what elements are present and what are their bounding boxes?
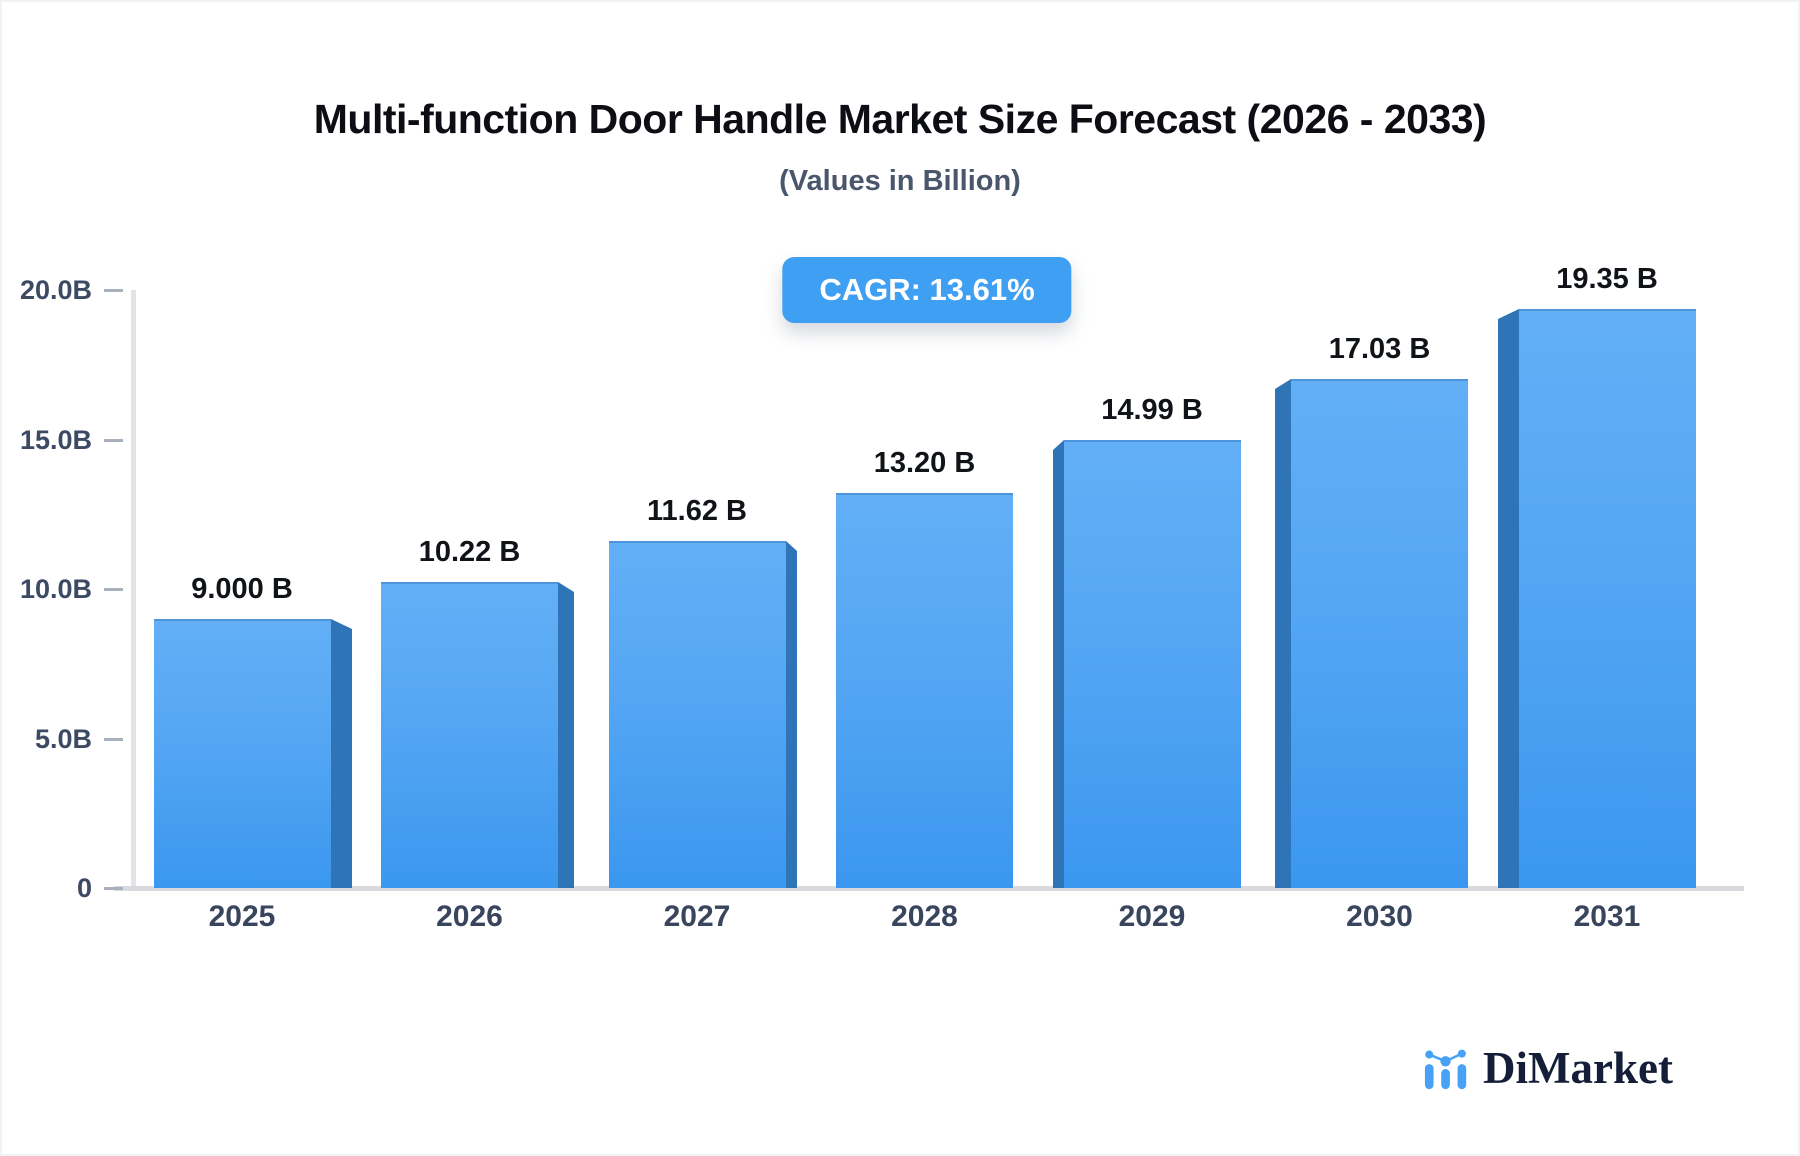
- x-tick-label-2025: 2025: [208, 900, 276, 933]
- bar-value-label: 14.99 B: [1101, 394, 1203, 426]
- bar-value-label: 9.000 B: [191, 573, 293, 605]
- bar-value-label: 11.62 B: [647, 495, 747, 527]
- bar-value-label: 19.35 B: [1556, 263, 1658, 295]
- cagr-badge: CAGR: 13.61%: [782, 257, 1072, 323]
- bar-2028: [836, 493, 1013, 888]
- y-tick: [104, 588, 123, 591]
- bar-side-2027: [786, 541, 797, 888]
- bar-2031: [1519, 309, 1696, 888]
- y-tick-label: 5.0B: [34, 724, 92, 754]
- brand-logo: DiMarket: [1423, 1044, 1673, 1092]
- bar-2027: [609, 541, 786, 888]
- y-tick: [104, 887, 123, 890]
- y-tick: [104, 289, 123, 292]
- x-tick-label-2028: 2028: [891, 900, 958, 933]
- bar-value-label: 17.03 B: [1328, 333, 1431, 365]
- bar-value-label: 13.20 B: [873, 447, 976, 479]
- page-title: Multi-function Door Handle Market Size F…: [313, 96, 1487, 142]
- y-tick-label: 15.0B: [19, 425, 92, 455]
- y-tick-label: 10.0B: [19, 574, 92, 604]
- bar-side-2030: [1275, 379, 1291, 888]
- bar-chart-logo-icon: [1424, 1049, 1467, 1090]
- x-tick-label-2026: 2026: [436, 900, 503, 933]
- bar-side-2031: [1498, 309, 1519, 888]
- x-tick-label-2027: 2027: [663, 900, 731, 933]
- y-tick: [104, 439, 123, 442]
- y-tick-label: 0: [76, 873, 92, 903]
- page-subtitle: (Values in Billion): [779, 165, 1021, 197]
- bar-2029: [1064, 440, 1241, 888]
- bar-side-2029: [1053, 440, 1064, 888]
- y-tick: [104, 738, 123, 741]
- x-axis-line: [114, 886, 1744, 891]
- bar-2030: [1291, 379, 1468, 888]
- bar-side-2025: [331, 619, 352, 888]
- x-tick-label-2031: 2031: [1573, 900, 1641, 933]
- bar-value-label: 10.22 B: [418, 536, 521, 568]
- x-tick-label-2029: 2029: [1118, 900, 1186, 933]
- bar-2025: [154, 619, 331, 888]
- x-tick-label-2030: 2030: [1346, 900, 1413, 933]
- brand-name: DiMarket: [1483, 1043, 1673, 1093]
- y-axis-line: [131, 290, 136, 891]
- bar-side-2026: [558, 582, 574, 888]
- y-tick-label: 20.0B: [19, 275, 92, 305]
- bar-2026: [381, 582, 558, 888]
